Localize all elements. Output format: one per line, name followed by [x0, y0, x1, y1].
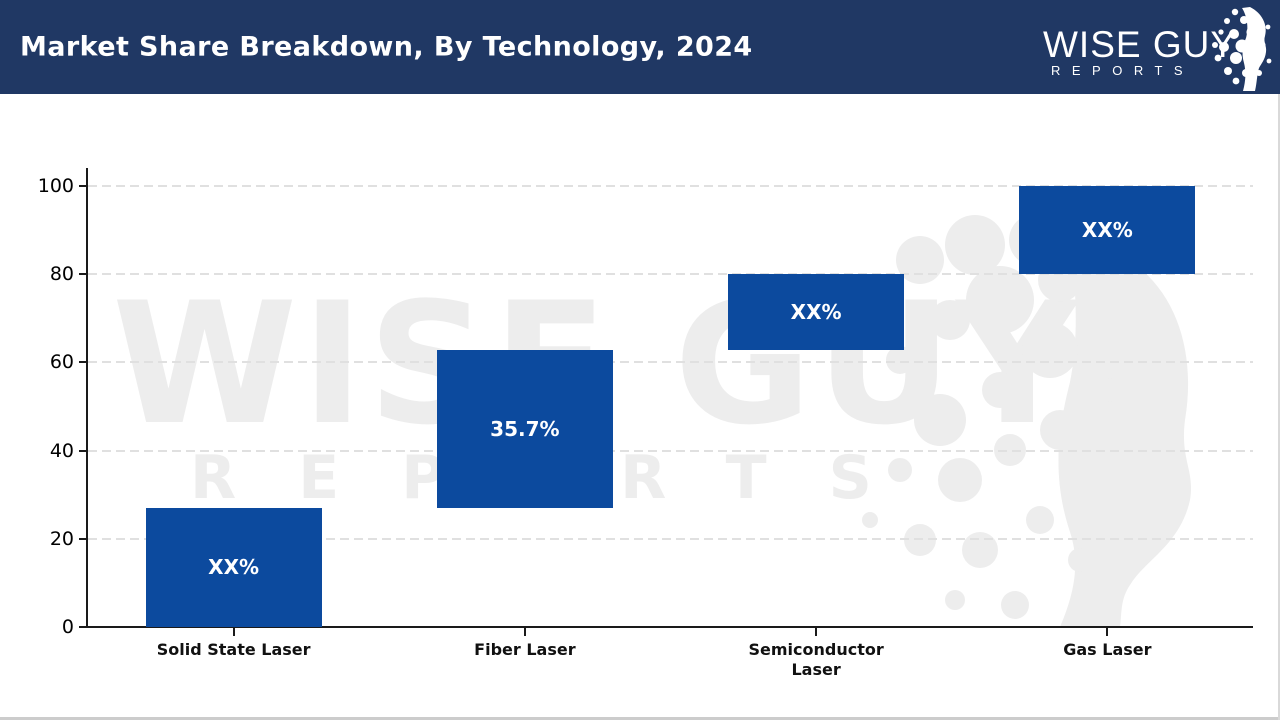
- logo-head-icon: [1212, 7, 1272, 91]
- x-category-label: Fiber Laser: [474, 640, 576, 659]
- y-tick-label: 60: [49, 351, 74, 374]
- y-axis-tick: [79, 626, 86, 628]
- bar-segment: XX%: [145, 507, 322, 627]
- x-axis-tick: [1106, 628, 1109, 636]
- header-band: Market Share Breakdown, By Technology, 2…: [0, 0, 1280, 94]
- x-axis-tick: [815, 628, 818, 636]
- gridline: [88, 185, 1253, 187]
- y-axis-tick: [79, 361, 86, 364]
- logo-wiseguy-text: WISE GUY: [1043, 24, 1237, 65]
- bar-value-label: XX%: [1081, 218, 1133, 243]
- bar-segment: 35.7%: [436, 350, 613, 508]
- gridline: [88, 361, 1253, 364]
- bar-value-label: XX%: [790, 300, 842, 325]
- x-axis-tick: [523, 628, 526, 636]
- y-axis-tick: [79, 185, 86, 187]
- plot-area: 0 20 40 60 80 100 XX% Solid State Laser 35.7% Fib…: [0, 94, 1280, 720]
- y-tick-label: 100: [37, 175, 74, 197]
- x-axis-line: [86, 626, 1253, 628]
- bar-segment: XX%: [1019, 186, 1196, 275]
- bar-value-label: 35.7%: [490, 417, 560, 442]
- bottom-border: [0, 717, 1278, 720]
- bar-segment: XX%: [728, 274, 905, 351]
- logo-reports-text: REPORTS: [1051, 63, 1195, 78]
- y-axis-tick: [79, 537, 86, 540]
- x-axis-tick: [232, 628, 235, 636]
- gridline: [88, 449, 1253, 452]
- gridline: [88, 537, 1253, 540]
- y-axis-tick: [79, 273, 86, 276]
- x-category-label: Semiconductor Laser: [748, 640, 884, 679]
- chart-title: Market Share Breakdown, By Technology, 2…: [20, 31, 753, 63]
- y-axis-tick: [79, 449, 86, 452]
- y-tick-label: 80: [49, 263, 74, 286]
- y-tick-label: 0: [61, 616, 74, 638]
- y-tick-label: 20: [49, 527, 74, 550]
- y-tick-label: 40: [49, 439, 74, 462]
- y-axis-line: [86, 168, 88, 628]
- x-category-label: Gas Laser: [1063, 640, 1152, 659]
- bar-value-label: XX%: [208, 555, 260, 580]
- x-category-label: Solid State Laser: [156, 640, 311, 659]
- gridline: [88, 273, 1253, 276]
